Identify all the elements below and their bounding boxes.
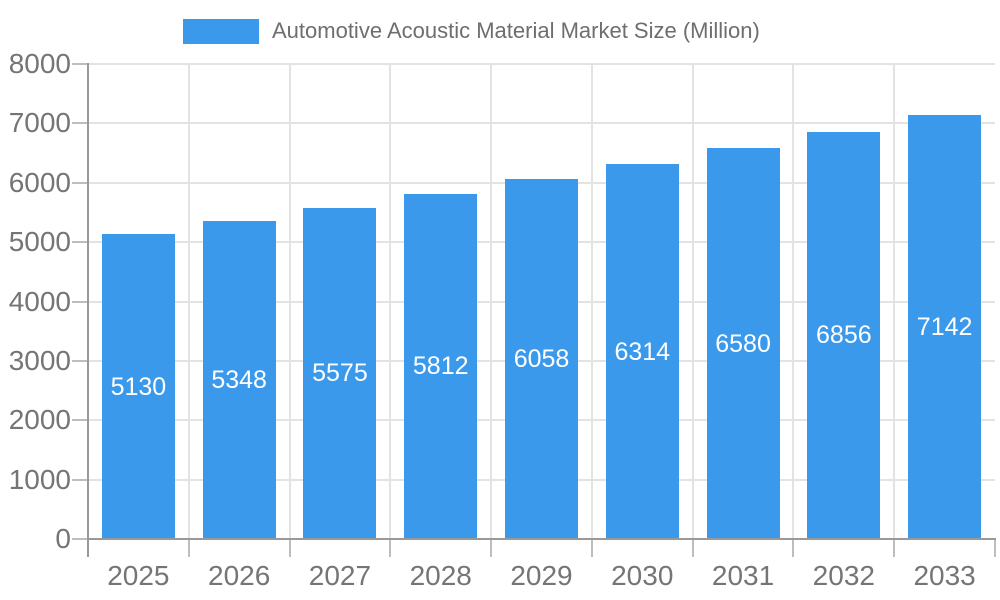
y-tick-label: 2000	[8, 404, 71, 436]
v-gridline	[187, 64, 190, 539]
v-gridline	[389, 64, 392, 539]
legend-swatch-icon	[183, 18, 259, 44]
bar-value-label: 5575	[312, 359, 368, 388]
x-axis-tick	[792, 539, 795, 557]
y-tick-label: 3000	[8, 344, 71, 376]
bar[interactable]	[908, 114, 982, 539]
legend-label: Automotive Acoustic Material Market Size…	[272, 18, 760, 43]
y-tick-label: 5000	[8, 226, 71, 258]
bar-value-label: 6580	[715, 329, 771, 358]
y-axis-tick	[72, 63, 88, 65]
y-tick-label: 0	[55, 523, 71, 554]
bar[interactable]	[706, 148, 780, 539]
x-axis-tick	[893, 539, 896, 557]
x-axis-tick	[691, 539, 694, 557]
x-axis-tick	[590, 539, 593, 557]
x-axis-tick	[187, 539, 190, 557]
x-tick-label: 2031	[711, 560, 775, 591]
v-gridline	[893, 64, 896, 539]
x-tick-label: 2025	[107, 560, 170, 591]
y-axis-tick	[72, 419, 88, 422]
bar-value-label: 5130	[110, 372, 167, 401]
bar-value-label: 6856	[816, 321, 872, 350]
v-gridline	[691, 64, 694, 539]
bar[interactable]	[605, 164, 679, 539]
y-axis-tick	[72, 300, 88, 303]
y-axis-tick	[72, 359, 88, 362]
bar-value-label: 6314	[614, 337, 671, 366]
y-tick-label: 6000	[8, 166, 71, 198]
bar[interactable]	[101, 234, 175, 539]
x-tick-label: 2033	[913, 560, 976, 591]
bar[interactable]	[505, 179, 578, 539]
y-axis-tick	[72, 181, 88, 184]
x-tick-label: 2029	[510, 560, 573, 591]
y-axis-tick	[72, 122, 88, 125]
y-tick-label: 4000	[8, 285, 71, 317]
v-gridline	[490, 64, 493, 539]
y-axis-tick	[72, 478, 88, 481]
x-axis-line	[87, 538, 996, 540]
y-axis-tick	[72, 538, 88, 540]
v-gridline	[792, 64, 795, 539]
y-axis-line	[87, 63, 89, 557]
x-axis-tick	[288, 539, 291, 557]
x-axis-tick	[389, 539, 392, 557]
x-tick-label: 2030	[611, 560, 674, 591]
x-tick-label: 2032	[812, 560, 875, 591]
y-tick-label: 7000	[8, 107, 71, 139]
x-tick-label: 2026	[208, 560, 271, 591]
bar[interactable]	[303, 207, 377, 539]
x-axis-tick	[490, 539, 493, 557]
h-gridline	[88, 122, 995, 125]
x-tick-label: 2027	[308, 560, 372, 591]
y-tick-label: 8000	[8, 48, 71, 79]
bar-value-label: 6058	[513, 345, 570, 374]
x-axis-tick	[994, 539, 996, 557]
h-gridline	[88, 63, 995, 65]
bar-value-label: 5348	[211, 366, 267, 395]
bar[interactable]	[807, 131, 881, 539]
v-gridline	[590, 64, 593, 539]
bar-value-label: 5812	[412, 352, 469, 381]
y-axis-tick	[72, 241, 88, 244]
chart-legend[interactable]: Automotive Acoustic Material Market Size…	[183, 18, 760, 44]
bar[interactable]	[202, 221, 276, 539]
y-tick-label: 1000	[8, 463, 71, 495]
x-tick-label: 2028	[409, 560, 472, 591]
v-gridline	[288, 64, 291, 539]
bar[interactable]	[404, 193, 478, 539]
bar-value-label: 7142	[916, 312, 973, 341]
